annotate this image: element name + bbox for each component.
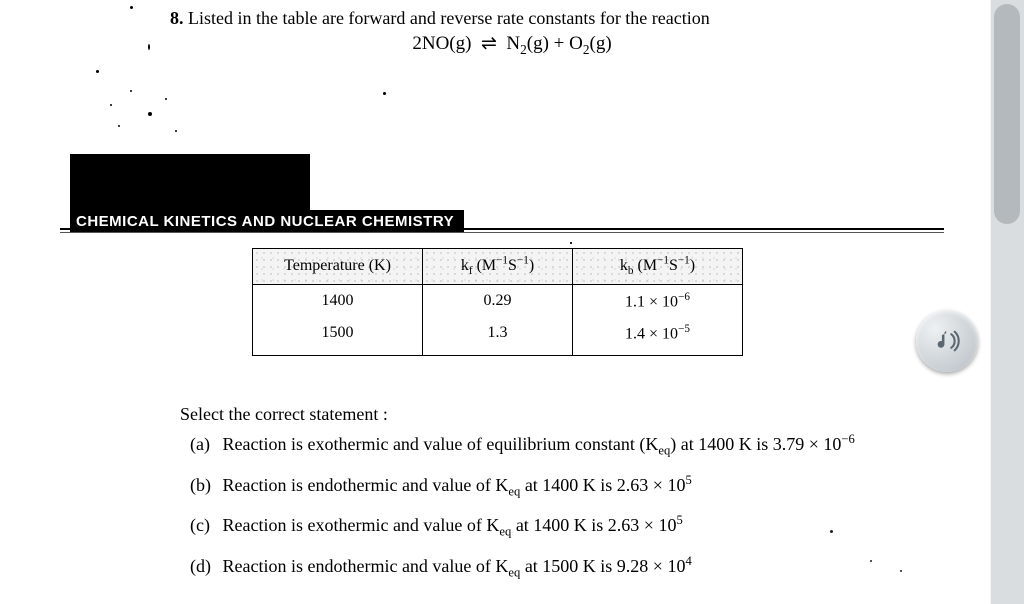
noise-dot <box>110 104 112 106</box>
rule-line <box>60 228 944 230</box>
table-header: Temperature (K) <box>284 257 391 274</box>
noise-dot <box>130 6 133 9</box>
noise-dot <box>383 92 386 95</box>
table-header: kb (M−1S−1) <box>620 257 695 274</box>
redaction-bar <box>70 154 310 210</box>
option-label: (b) <box>190 475 218 496</box>
question-text: Listed in the table are forward and reve… <box>188 8 710 28</box>
option-a: (a) Reaction is exothermic and value of … <box>190 432 934 459</box>
rule-line <box>60 232 944 233</box>
table-cell: 1500 <box>253 317 423 356</box>
question-line: 8. Listed in the table are forward and r… <box>170 8 904 29</box>
noise-dot <box>175 130 177 132</box>
noise-dot <box>96 70 99 73</box>
audio-badge-button[interactable] <box>916 310 978 372</box>
options-block: (a) Reaction is exothermic and value of … <box>190 432 934 594</box>
option-text: Reaction is endothermic and value of Keq… <box>223 475 692 495</box>
select-prompt: Select the correct statement : <box>180 404 388 425</box>
noise-dot <box>165 98 167 100</box>
noise-dot <box>130 90 132 92</box>
rate-constants-table: Temperature (K) kf (M−1S−1) kb (M−1S−1) … <box>252 248 743 356</box>
option-c: (c) Reaction is exothermic and value of … <box>190 513 934 540</box>
option-label: (c) <box>190 515 218 536</box>
option-label: (d) <box>190 556 218 577</box>
table-cell: 0.29 <box>423 284 573 317</box>
reaction-equation: 2NO(g) ⇌ N2(g) + O2(g) <box>0 32 1024 58</box>
option-b: (b) Reaction is endothermic and value of… <box>190 473 934 500</box>
option-text: Reaction is exothermic and value of Keq … <box>223 515 683 535</box>
option-d: (d) Reaction is endothermic and value of… <box>190 554 934 581</box>
table-cell: 1.3 <box>423 317 573 356</box>
table-header: kf (M−1S−1) <box>461 257 534 274</box>
scrollbar-track[interactable] <box>990 0 1024 604</box>
scrollbar-thumb[interactable] <box>994 4 1020 224</box>
table-cell: 1.4 × 10−5 <box>573 317 743 356</box>
option-text: Reaction is endothermic and value of Keq… <box>223 556 692 576</box>
noise-dot <box>118 125 120 127</box>
noise-dot <box>148 112 152 116</box>
noise-dot <box>570 242 572 244</box>
option-label: (a) <box>190 434 218 455</box>
question-number: 8. <box>170 8 184 28</box>
option-text: Reaction is exothermic and value of equi… <box>223 434 855 454</box>
table-cell: 1.1 × 10−6 <box>573 284 743 317</box>
page-root: 8. Listed in the table are forward and r… <box>0 0 1024 604</box>
table-cell: 1400 <box>253 284 423 317</box>
audio-icon <box>930 324 964 358</box>
